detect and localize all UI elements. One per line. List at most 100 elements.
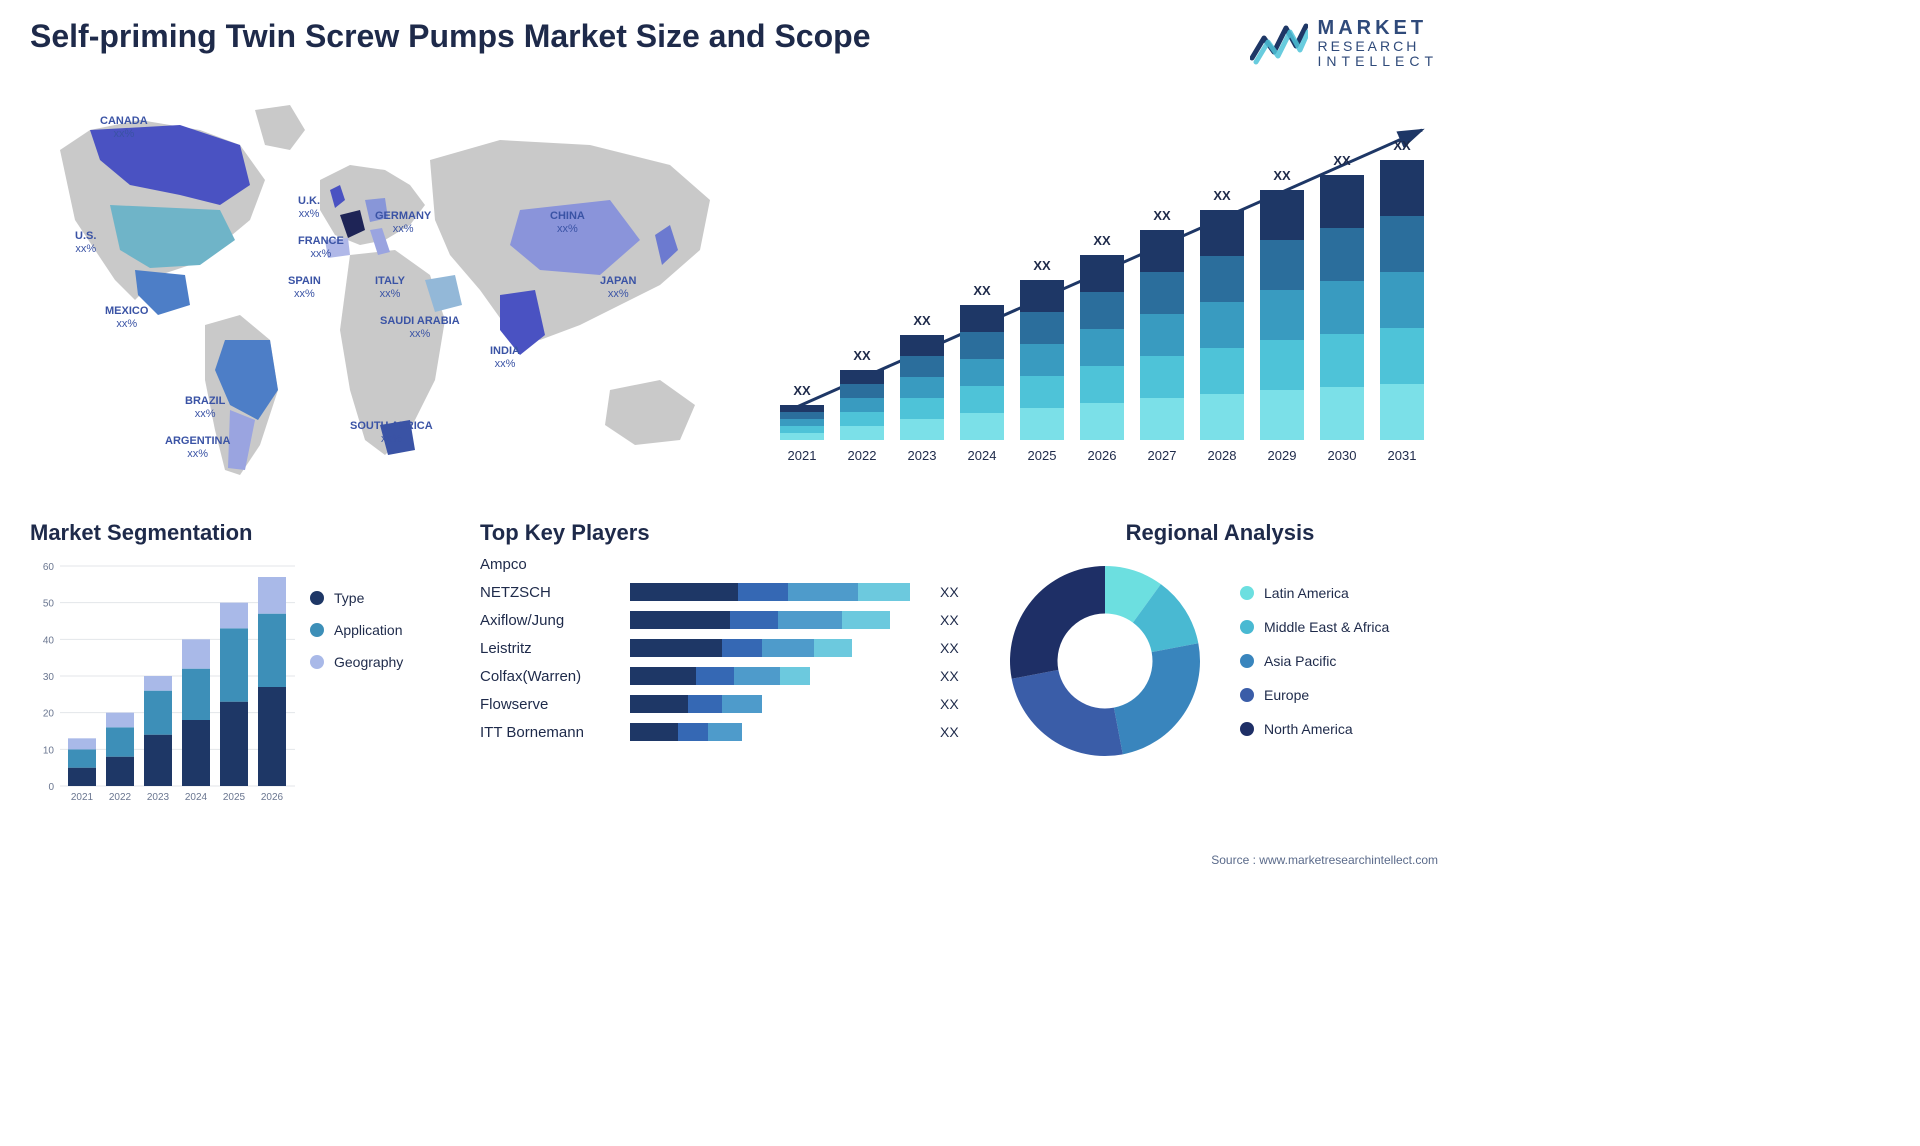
player-row: Axiflow/Jung XX (480, 611, 980, 629)
player-value: XX (940, 696, 959, 712)
region-legend-item: Europe (1240, 687, 1389, 703)
world-map: CANADAxx% U.S.xx% MEXICOxx% BRAZILxx% ARGENT… (30, 90, 730, 490)
svg-text:2024: 2024 (968, 448, 997, 463)
players-list: AmpcoNETZSCHXXAxiflow/JungXXLeistritzXXC… (480, 556, 980, 741)
map-label: BRAZILxx% (185, 395, 225, 421)
svg-text:60: 60 (43, 562, 55, 573)
segmentation-section: Market Segmentation 0 10 20 30 40 50 60 2021 202… (30, 520, 460, 830)
svg-text:2023: 2023 (147, 792, 170, 803)
svg-text:2025: 2025 (1028, 448, 1057, 463)
player-name: ITT Bornemann (480, 724, 630, 741)
player-bar (630, 723, 930, 741)
logo-icon (1250, 18, 1308, 68)
map-label: INDIAxx% (490, 345, 520, 371)
player-bar (630, 639, 930, 657)
svg-text:2026: 2026 (1088, 448, 1117, 463)
svg-text:2029: 2029 (1268, 448, 1297, 463)
logo-text: MARKET RESEARCH INTELLECT (1318, 18, 1438, 68)
regional-title: Regional Analysis (1000, 520, 1440, 546)
map-label: GERMANYxx% (375, 210, 431, 236)
player-value: XX (940, 612, 959, 628)
svg-text:2028: 2028 (1208, 448, 1237, 463)
region-legend-item: Asia Pacific (1240, 653, 1389, 669)
map-label: ITALYxx% (375, 275, 405, 301)
svg-text:30: 30 (43, 672, 55, 683)
segmentation-title: Market Segmentation (30, 520, 460, 546)
svg-text:10: 10 (43, 745, 55, 756)
svg-text:0: 0 (48, 782, 54, 793)
map-label: SOUTH AFRICAxx% (350, 420, 433, 446)
svg-text:2026: 2026 (261, 792, 284, 803)
player-value: XX (940, 668, 959, 684)
players-title: Top Key Players (480, 520, 980, 546)
svg-text:XX: XX (1033, 258, 1051, 273)
svg-text:2027: 2027 (1148, 448, 1177, 463)
map-label: JAPANxx% (600, 275, 636, 301)
map-label: FRANCExx% (298, 235, 344, 261)
map-label: U.K.xx% (298, 195, 320, 221)
players-section: Top Key Players AmpcoNETZSCHXXAxiflow/Ju… (480, 520, 980, 830)
player-value: XX (940, 640, 959, 656)
map-label: SPAINxx% (288, 275, 321, 301)
player-value: XX (940, 724, 959, 740)
map-label: SAUDI ARABIAxx% (380, 315, 460, 341)
player-row: Leistritz XX (480, 639, 980, 657)
source-text: Source : www.marketresearchintellect.com (1211, 853, 1438, 867)
map-label: ARGENTINAxx% (165, 435, 230, 461)
player-bar (630, 583, 930, 601)
svg-text:2023: 2023 (908, 448, 937, 463)
svg-text:20: 20 (43, 709, 55, 720)
map-label: CANADAxx% (100, 115, 148, 141)
legend-item: Type (310, 590, 403, 606)
player-bar (630, 695, 930, 713)
svg-text:2022: 2022 (109, 792, 132, 803)
svg-text:XX: XX (1273, 168, 1291, 183)
player-name: Leistritz (480, 640, 630, 657)
region-legend-item: Latin America (1240, 585, 1389, 601)
logo-line2: RESEARCH (1318, 39, 1438, 54)
map-label: MEXICOxx% (105, 305, 148, 331)
svg-text:2022: 2022 (848, 448, 877, 463)
svg-text:XX: XX (1213, 188, 1231, 203)
svg-text:XX: XX (853, 348, 871, 363)
svg-text:2024: 2024 (185, 792, 208, 803)
svg-text:2030: 2030 (1328, 448, 1357, 463)
player-row: Colfax(Warren) XX (480, 667, 980, 685)
player-bar (630, 667, 930, 685)
svg-text:XX: XX (1153, 208, 1171, 223)
legend-item: Application (310, 622, 403, 638)
region-legend: Latin America Middle East & Africa Asia Pa… (1240, 585, 1389, 737)
svg-text:50: 50 (43, 599, 55, 610)
player-row: NETZSCH XX (480, 583, 980, 601)
logo-line1: MARKET (1318, 18, 1438, 39)
player-name: Axiflow/Jung (480, 612, 630, 629)
legend-item: Geography (310, 654, 403, 670)
svg-text:XX: XX (973, 283, 991, 298)
svg-text:XX: XX (1393, 138, 1411, 153)
main-chart-svg: XX 2021 XX 2022 XX 2023 XX 2024 XX 2025 XX 2026 XX 20… (760, 100, 1440, 480)
player-bar (630, 611, 930, 629)
donut-chart (1000, 556, 1210, 766)
segmentation-chart: 0 10 20 30 40 50 60 2021 2022 2023 2024 2025 2026 (30, 556, 300, 816)
svg-text:2031: 2031 (1388, 448, 1417, 463)
segmentation-legend: Type Application Geography (310, 590, 403, 670)
player-name: Flowserve (480, 696, 630, 713)
logo-line3: INTELLECT (1318, 54, 1438, 69)
map-label: CHINAxx% (550, 210, 585, 236)
regional-section: Regional Analysis Latin America Middle Ea… (1000, 520, 1440, 830)
player-name: Colfax(Warren) (480, 668, 630, 685)
player-row: ITT Bornemann XX (480, 723, 980, 741)
player-value: XX (940, 584, 959, 600)
svg-text:2025: 2025 (223, 792, 246, 803)
player-name: NETZSCH (480, 584, 630, 601)
svg-text:XX: XX (1093, 233, 1111, 248)
logo: MARKET RESEARCH INTELLECT (1250, 18, 1438, 68)
svg-text:40: 40 (43, 635, 55, 646)
svg-text:2021: 2021 (788, 448, 817, 463)
player-row: Ampco (480, 556, 980, 573)
page-title: Self-priming Twin Screw Pumps Market Siz… (30, 18, 870, 55)
player-name: Ampco (480, 556, 630, 573)
region-legend-item: Middle East & Africa (1240, 619, 1389, 635)
svg-text:2021: 2021 (71, 792, 94, 803)
map-label: U.S.xx% (75, 230, 96, 256)
